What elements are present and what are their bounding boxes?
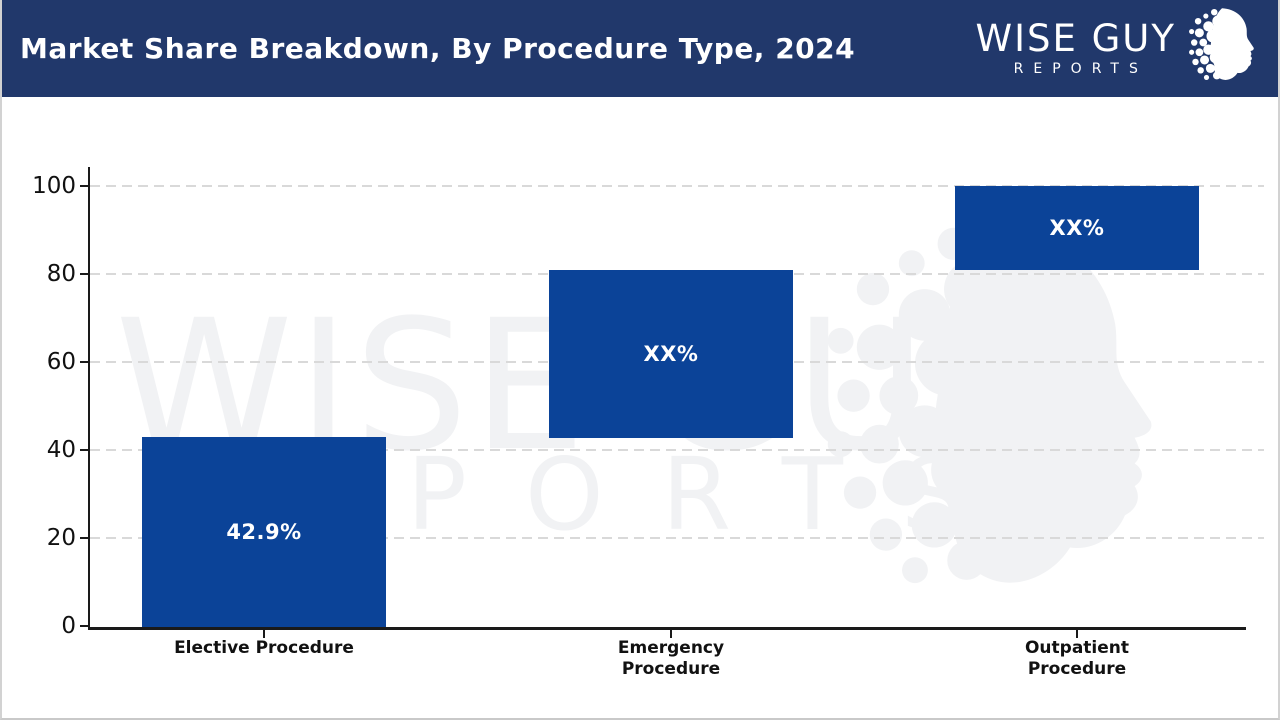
x-tick <box>1076 630 1078 638</box>
x-category-line: Elective Procedure <box>174 638 354 658</box>
watermark-dotted-head-icon <box>827 224 1152 584</box>
y-tick-label: 40 <box>46 437 76 463</box>
y-tick <box>80 537 88 539</box>
bar-elective-procedure: 42.9% <box>142 437 386 627</box>
bar-value-label: 42.9% <box>226 520 302 544</box>
y-axis-line <box>88 167 90 629</box>
x-category-label-emergency: Emergency Procedure <box>511 638 831 680</box>
y-tick-label: 20 <box>46 525 76 551</box>
x-tick <box>670 630 672 638</box>
y-tick <box>80 361 88 363</box>
brand-logo: WISE GUY REPORTS <box>976 7 1266 91</box>
bar-outpatient-procedure: XX% <box>955 186 1199 270</box>
x-category-line: Procedure <box>621 659 721 679</box>
brand-name: WISE GUY <box>975 17 1176 60</box>
x-category-line: Outpatient <box>1024 638 1130 658</box>
y-tick <box>80 185 88 187</box>
brand-subname: REPORTS <box>1013 61 1148 77</box>
brand-logo-text: WISE GUY REPORTS <box>976 20 1176 77</box>
x-category-label-elective: Elective Procedure <box>104 638 424 659</box>
y-tick-label: 100 <box>32 173 76 199</box>
x-category-line: Emergency <box>617 638 725 658</box>
y-tick-label: 80 <box>46 261 76 287</box>
x-category-label-outpatient: Outpatient Procedure <box>917 638 1237 680</box>
x-axis-line <box>88 627 1246 630</box>
gridline-20 <box>90 537 1264 539</box>
dotted-head-profile-icon <box>1189 7 1254 80</box>
y-tick-label: 0 <box>61 613 76 639</box>
y-tick <box>80 449 88 451</box>
bar-value-label: XX% <box>1049 216 1105 240</box>
x-category-line: Procedure <box>1027 659 1127 679</box>
bar-value-label: XX% <box>643 342 699 366</box>
y-tick-label: 60 <box>46 349 76 375</box>
gridline-40 <box>90 449 1264 451</box>
y-tick <box>80 625 88 627</box>
gridline-100 <box>90 185 1264 187</box>
x-tick <box>263 630 265 638</box>
header: Market Share Breakdown, By Procedure Typ… <box>0 0 1280 97</box>
page-title: Market Share Breakdown, By Procedure Typ… <box>20 32 856 65</box>
bar-emergency-procedure: XX% <box>549 270 793 438</box>
y-tick <box>80 273 88 275</box>
